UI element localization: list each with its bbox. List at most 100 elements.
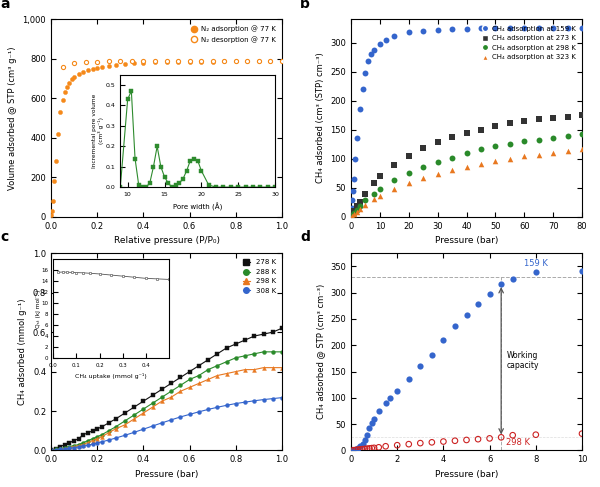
Point — [370, 46, 379, 54]
Legend: 278 K, 288 K, 298 K, 308 K: 278 K, 288 K, 298 K, 308 K — [240, 257, 278, 297]
Point — [349, 209, 359, 217]
Point — [577, 24, 587, 32]
Point — [370, 179, 379, 187]
Point — [439, 336, 448, 344]
Point — [563, 147, 572, 154]
Point — [476, 126, 486, 133]
Point — [392, 387, 402, 395]
Point — [389, 32, 399, 39]
Point — [534, 115, 544, 123]
X-axis label: Pressure (bar): Pressure (bar) — [435, 470, 498, 479]
Point — [375, 40, 385, 48]
Point — [355, 446, 365, 453]
Point — [415, 439, 425, 447]
Point — [404, 179, 413, 187]
Point — [347, 197, 357, 205]
X-axis label: Relative pressure (P/P₀): Relative pressure (P/P₀) — [113, 236, 220, 245]
Point — [355, 198, 364, 206]
Point — [447, 167, 457, 174]
Point — [381, 36, 391, 44]
Point — [347, 211, 357, 219]
Point — [389, 176, 399, 184]
Point — [404, 152, 413, 160]
Legend: CH₄ adsorption at 159 K, CH₄ adsorption at 273 K, CH₄ adsorption at 298 K, CH₄ a: CH₄ adsorption at 159 K, CH₄ adsorption … — [480, 23, 578, 63]
Point — [361, 197, 370, 205]
Point — [346, 210, 356, 218]
Point — [367, 444, 377, 452]
Point — [433, 170, 442, 178]
Point — [367, 419, 377, 427]
Point — [350, 155, 360, 163]
Y-axis label: CH₄ adsorbed @ STP (cm³ cm⁻³): CH₄ adsorbed @ STP (cm³ cm⁻³) — [316, 284, 325, 419]
Point — [358, 445, 367, 453]
Point — [362, 445, 372, 452]
Point — [374, 444, 383, 451]
Point — [370, 195, 379, 203]
Point — [485, 434, 494, 442]
Text: b: b — [300, 0, 310, 11]
Point — [520, 152, 529, 160]
Point — [505, 140, 515, 148]
Point — [531, 268, 541, 276]
Point — [385, 394, 395, 402]
Text: 298 K: 298 K — [506, 438, 530, 447]
Point — [381, 442, 391, 450]
Point — [491, 24, 500, 32]
Point — [392, 441, 402, 449]
Point — [349, 446, 358, 454]
Text: d: d — [300, 230, 310, 244]
Point — [352, 208, 362, 216]
Point — [491, 157, 500, 165]
Point — [577, 145, 587, 153]
Point — [418, 144, 428, 152]
Point — [358, 440, 367, 448]
Point — [418, 27, 428, 35]
Point — [374, 407, 383, 415]
Text: c: c — [0, 230, 8, 244]
Point — [355, 106, 364, 113]
Point — [496, 433, 506, 441]
Text: a: a — [0, 0, 10, 11]
X-axis label: Pressure (bar): Pressure (bar) — [135, 470, 198, 479]
Point — [439, 438, 448, 446]
Point — [348, 187, 358, 194]
Point — [508, 275, 518, 283]
Point — [352, 134, 362, 142]
Point — [355, 203, 364, 210]
Point — [520, 24, 529, 32]
Point — [347, 212, 357, 220]
Point — [365, 445, 374, 452]
Point — [367, 50, 376, 58]
Point — [361, 189, 370, 197]
Point — [349, 446, 358, 454]
Point — [462, 436, 472, 444]
Point — [361, 201, 370, 209]
Point — [427, 438, 437, 446]
Point — [375, 185, 385, 193]
Point — [462, 311, 472, 318]
Point — [577, 430, 587, 437]
Point — [347, 204, 356, 212]
Point — [473, 300, 483, 308]
Point — [534, 151, 544, 159]
Point — [415, 362, 425, 370]
Point — [353, 446, 363, 453]
Point — [476, 160, 486, 168]
Point — [347, 210, 357, 218]
Point — [349, 210, 359, 218]
Point — [375, 192, 385, 200]
Point — [577, 267, 587, 275]
Point — [404, 28, 413, 36]
Point — [370, 415, 379, 423]
Point — [531, 431, 541, 439]
Point — [534, 24, 544, 32]
Point — [473, 435, 483, 443]
Point — [505, 155, 515, 163]
Point — [427, 351, 437, 358]
Y-axis label: CH₄ adsorbed (cm³ (STP) cm⁻³): CH₄ adsorbed (cm³ (STP) cm⁻³) — [316, 53, 325, 184]
Point — [548, 24, 558, 32]
Point — [370, 444, 379, 452]
Text: Working
capacity: Working capacity — [507, 351, 539, 371]
Point — [447, 25, 457, 33]
Point — [351, 446, 361, 454]
